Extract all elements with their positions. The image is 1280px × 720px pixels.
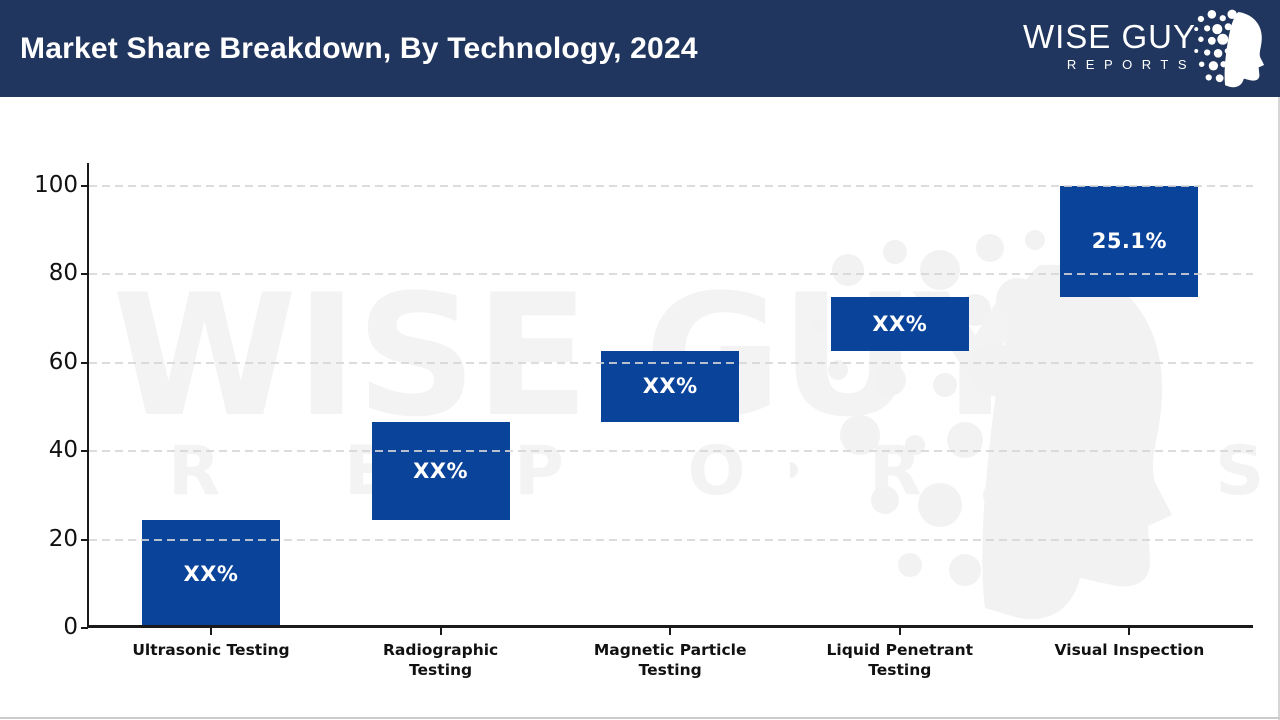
y-tick-mark (81, 361, 88, 364)
bar-visual-inspection: 25.1% (1060, 185, 1199, 297)
category-label: Radiographic Testing (382, 641, 499, 679)
gridline-y20 (89, 538, 1253, 541)
y-tick-mark (81, 184, 88, 187)
gridline-y60 (89, 361, 1253, 364)
logo-face-icon (1194, 9, 1265, 88)
chart-plot-area: 0 20 40 60 80 100 XX% Ultrasonic Testing XX% Radi… (0, 97, 1280, 720)
y-tick-label: 20 (48, 525, 78, 552)
x-tick-mark (439, 628, 442, 635)
bar-value-label: XX% (183, 561, 239, 586)
x-tick-mark (669, 628, 672, 635)
y-tick-mark (81, 627, 88, 629)
category-label: Visual Inspection (1054, 641, 1205, 659)
y-tick-mark (81, 273, 88, 275)
x-tick-mark (1128, 628, 1131, 635)
y-tick-label: 100 (34, 171, 78, 198)
bar-value-label: 25.1% (1091, 229, 1168, 254)
category-label: Ultrasonic Testing (132, 641, 290, 659)
bottom-divider-line (0, 717, 1280, 719)
x-tick-mark (210, 628, 212, 635)
gridline-y100 (89, 184, 1253, 187)
category-label: Liquid Penetrant Testing (826, 641, 974, 679)
bar-liquid-penetrant-testing: XX% (830, 296, 969, 351)
y-tick-mark (81, 450, 88, 452)
category-label: Magnetic Particle Testing (593, 641, 747, 679)
gridline-y80 (89, 273, 1253, 275)
y-tick-label: 40 (48, 437, 78, 463)
y-tick-mark (81, 538, 88, 541)
gridline-y40 (89, 450, 1253, 452)
x-tick-mark (898, 628, 901, 635)
logo-wiseguy-text: WISE GUY (1022, 18, 1196, 55)
bar-ultrasonic-testing: XX% (142, 519, 280, 628)
header-bar: Market Share Breakdown, By Technology, 2… (0, 0, 1280, 97)
y-axis-line (87, 163, 89, 628)
watermark-face-dots-icon (790, 230, 1172, 620)
y-tick-label: 80 (48, 260, 78, 286)
x-axis-line (87, 625, 1253, 628)
bar-value-label: XX% (872, 311, 928, 336)
bar-value-label: XX% (642, 374, 698, 399)
bar-value-label: XX% (413, 458, 469, 483)
y-tick-label: 0 (63, 614, 78, 640)
bar-radiographic-testing: XX% (371, 422, 510, 520)
chart-title: Market Share Breakdown, By Technology, 2… (20, 31, 698, 65)
logo-reports-text: REPORTS (1066, 57, 1196, 72)
y-tick-label: 60 (48, 348, 78, 375)
wise-guy-reports-logo: WISE GUY REPORTS (1018, 8, 1268, 90)
